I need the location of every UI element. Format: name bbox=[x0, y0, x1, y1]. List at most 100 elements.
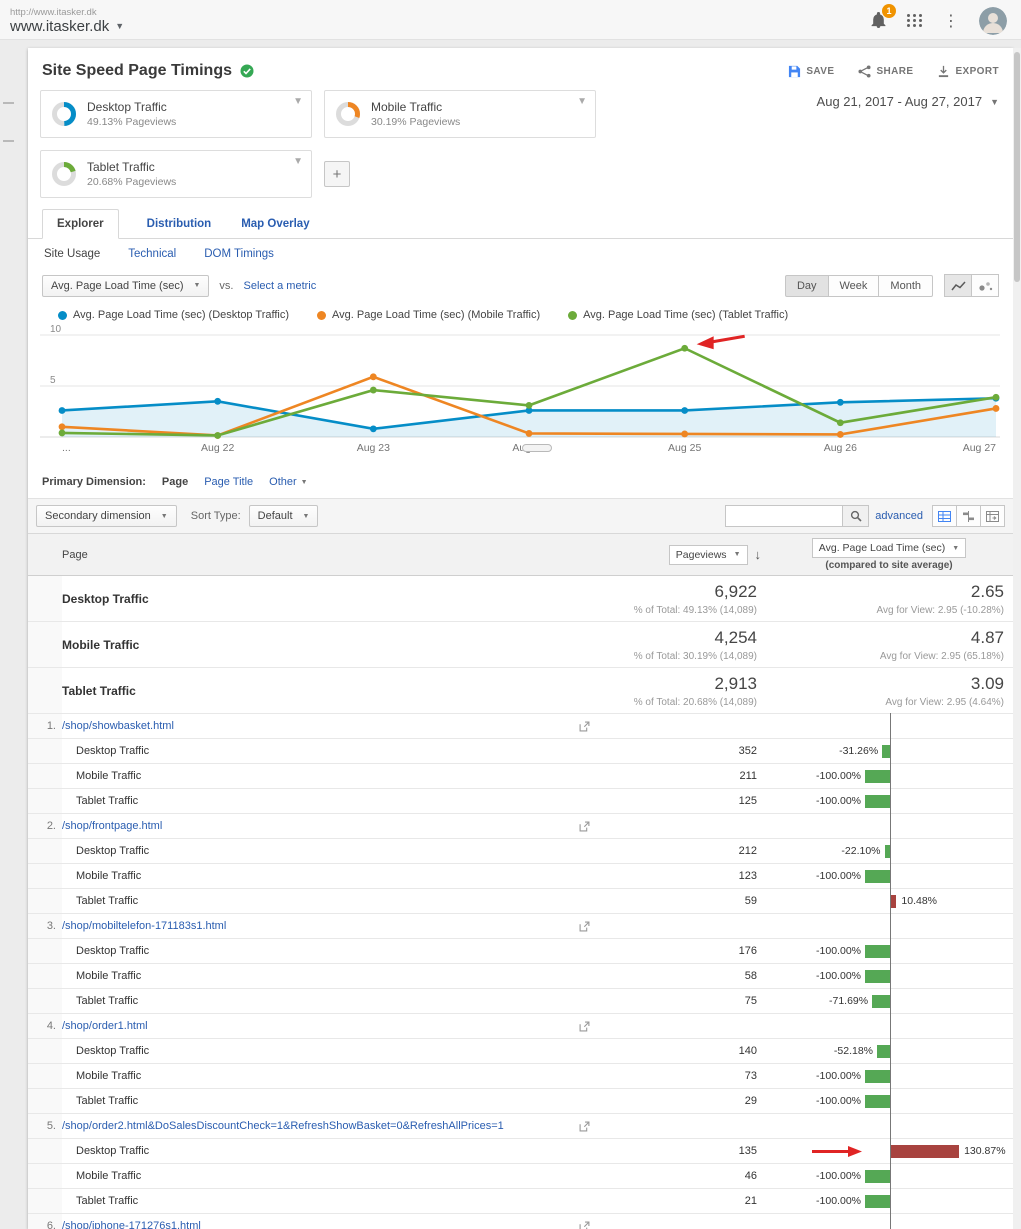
secondary-dimension-label: Secondary dimension bbox=[45, 510, 151, 522]
vertical-scrollbar[interactable] bbox=[1013, 48, 1021, 1229]
page-link[interactable]: /shop/showbasket.html bbox=[62, 720, 174, 732]
page-link[interactable]: /shop/iphone-171276s1.html bbox=[62, 1220, 201, 1229]
metric-column-selector[interactable]: Avg. Page Load Time (sec) ▼ bbox=[811, 538, 967, 558]
zero-axis bbox=[890, 1113, 891, 1139]
chart-type-group bbox=[944, 274, 999, 297]
secondary-dimension-button[interactable]: Secondary dimension ▼ bbox=[36, 505, 177, 527]
pivot-view-button[interactable] bbox=[980, 505, 1005, 527]
subtab-site-usage[interactable]: Site Usage bbox=[44, 248, 101, 260]
data-table-view-button[interactable] bbox=[932, 505, 957, 527]
share-button[interactable]: SHARE bbox=[858, 64, 913, 78]
open-in-new-button[interactable] bbox=[579, 821, 590, 832]
segment-card-tablet-traffic[interactable]: Tablet Traffic 20.68% Pageviews ▼ bbox=[40, 150, 312, 198]
page-link[interactable]: /shop/order1.html bbox=[62, 1020, 148, 1032]
property-url: http://www.itasker.dk bbox=[10, 6, 97, 18]
open-in-new-button[interactable] bbox=[579, 1121, 590, 1132]
chevron-down-icon[interactable]: ▼ bbox=[293, 96, 303, 107]
row-index bbox=[28, 789, 62, 813]
page-link[interactable]: /shop/order2.html&DoSalesDiscountCheck=1… bbox=[62, 1120, 504, 1132]
open-in-new-button[interactable] bbox=[579, 1221, 590, 1229]
data-point bbox=[369, 425, 377, 433]
metric-value: 4.87 bbox=[970, 627, 1004, 647]
search-input[interactable] bbox=[725, 505, 844, 527]
data-point bbox=[836, 398, 844, 406]
page-link[interactable]: /shop/frontpage.html bbox=[62, 820, 163, 832]
granularity-day[interactable]: Day bbox=[784, 274, 829, 297]
legend-dot-icon bbox=[317, 310, 327, 320]
zero-axis bbox=[890, 738, 891, 764]
row-index: 4. bbox=[28, 1014, 62, 1038]
metric-subtext: Avg for View: 2.95 (-10.28%) bbox=[876, 604, 1004, 616]
zero-axis bbox=[890, 913, 891, 939]
primary-dimension-page-title[interactable]: Page Title bbox=[204, 476, 253, 488]
comparison-bar bbox=[882, 745, 890, 758]
summary-segment-name: Tablet Traffic bbox=[62, 683, 136, 698]
comparison-value: -100.00% bbox=[816, 770, 861, 782]
chevron-down-icon[interactable]: ▼ bbox=[293, 156, 303, 167]
granularity-week[interactable]: Week bbox=[827, 274, 880, 297]
comparison-cell bbox=[765, 713, 1013, 739]
timeline-handle[interactable] bbox=[522, 444, 552, 452]
search-button[interactable] bbox=[843, 505, 870, 527]
tab-distribution[interactable]: Distribution bbox=[146, 218, 212, 230]
sort-type-button[interactable]: Default ▼ bbox=[248, 505, 319, 527]
sort-direction-icon[interactable]: ↓ bbox=[754, 547, 762, 562]
pageviews-column-selector[interactable]: Pageviews ▼ bbox=[668, 544, 748, 565]
chevron-down-icon[interactable]: ▼ bbox=[577, 96, 587, 107]
segment-card-mobile-traffic[interactable]: Mobile Traffic 30.19% Pageviews ▼ bbox=[324, 90, 596, 138]
granularity-month[interactable]: Month bbox=[878, 274, 933, 297]
chevron-down-icon: ▼ bbox=[160, 512, 168, 520]
export-button[interactable]: EXPORT bbox=[937, 65, 999, 78]
segment-detail: 49.13% Pageviews bbox=[87, 116, 177, 128]
save-button[interactable]: SAVE bbox=[788, 65, 834, 78]
line-chart-view-button[interactable] bbox=[944, 274, 972, 297]
primary-dimension-other[interactable]: Other ▼ bbox=[269, 476, 307, 488]
tab-map-overlay[interactable]: Map Overlay bbox=[241, 218, 310, 230]
advanced-search-link[interactable]: advanced bbox=[875, 510, 923, 522]
comparison-bar bbox=[865, 1095, 890, 1108]
avatar[interactable] bbox=[979, 6, 1007, 35]
page-link[interactable]: /shop/mobiltelefon-171183s1.html bbox=[62, 920, 227, 932]
pageviews-value: 59 bbox=[744, 895, 757, 907]
summary-pageviews: 2,913 % of Total: 20.68% (14,089) bbox=[600, 668, 765, 713]
add-segment-button[interactable]: + bbox=[324, 161, 350, 187]
legend-dot-icon bbox=[58, 310, 67, 320]
pageviews-subtext: % of Total: 30.19% (14,089) bbox=[633, 650, 757, 662]
x-tick-label: ... bbox=[62, 442, 71, 454]
segment-row-name: Desktop Traffic bbox=[76, 745, 150, 757]
segment-row-name: Tablet Traffic bbox=[76, 995, 139, 1007]
subtab-technical[interactable]: Technical bbox=[128, 248, 177, 260]
motion-chart-view-button[interactable] bbox=[971, 274, 999, 297]
segment-card-desktop-traffic[interactable]: Desktop Traffic 49.13% Pageviews ▼ bbox=[40, 90, 312, 138]
data-point bbox=[681, 344, 689, 352]
notifications-button[interactable]: 1 bbox=[870, 4, 896, 29]
open-in-new-button[interactable] bbox=[579, 1021, 590, 1032]
date-range-picker[interactable]: Aug 21, 2017 - Aug 27, 2017 ▼ bbox=[817, 94, 999, 109]
page-column-header[interactable]: Page bbox=[62, 534, 600, 575]
pageviews-column-header: Pageviews ▼ ↓ bbox=[600, 534, 765, 575]
data-point bbox=[58, 407, 66, 414]
overflow-menu-button[interactable]: ⋮ bbox=[943, 12, 959, 30]
metric-selector[interactable]: Avg. Page Load Time (sec) ▼ bbox=[42, 274, 210, 297]
pageviews-cell bbox=[600, 1214, 765, 1229]
scrollbar-thumb[interactable] bbox=[1014, 52, 1020, 282]
chevron-down-icon: ▼ bbox=[733, 551, 741, 558]
table-row-page: 1./shop/showbasket.html bbox=[28, 713, 1013, 739]
account-selector[interactable]: www.itasker.dk ▼ bbox=[10, 18, 124, 35]
metric-subtext: Avg for View: 2.95 (4.64%) bbox=[885, 696, 1004, 708]
subtab-dom-timings[interactable]: DOM Timings bbox=[204, 248, 274, 260]
table-row-page: 6./shop/iphone-171276s1.html bbox=[28, 1213, 1013, 1229]
view-toggle-group bbox=[932, 505, 1005, 527]
table-row-page: 4./shop/order1.html bbox=[28, 1013, 1013, 1039]
comparison-value: -100.00% bbox=[816, 970, 861, 982]
apps-grid-button[interactable] bbox=[907, 14, 923, 27]
select-metric-link[interactable]: Select a metric bbox=[243, 279, 317, 292]
open-in-new-button[interactable] bbox=[579, 721, 590, 732]
comparison-view-button[interactable] bbox=[956, 505, 981, 527]
primary-dimension-page[interactable]: Page bbox=[162, 476, 188, 488]
tab-explorer[interactable]: Explorer bbox=[42, 209, 119, 239]
pageviews-cell bbox=[600, 814, 765, 838]
report-subtabs: Site Usage Technical DOM Timings bbox=[28, 239, 1013, 267]
open-in-new-button[interactable] bbox=[579, 921, 590, 932]
